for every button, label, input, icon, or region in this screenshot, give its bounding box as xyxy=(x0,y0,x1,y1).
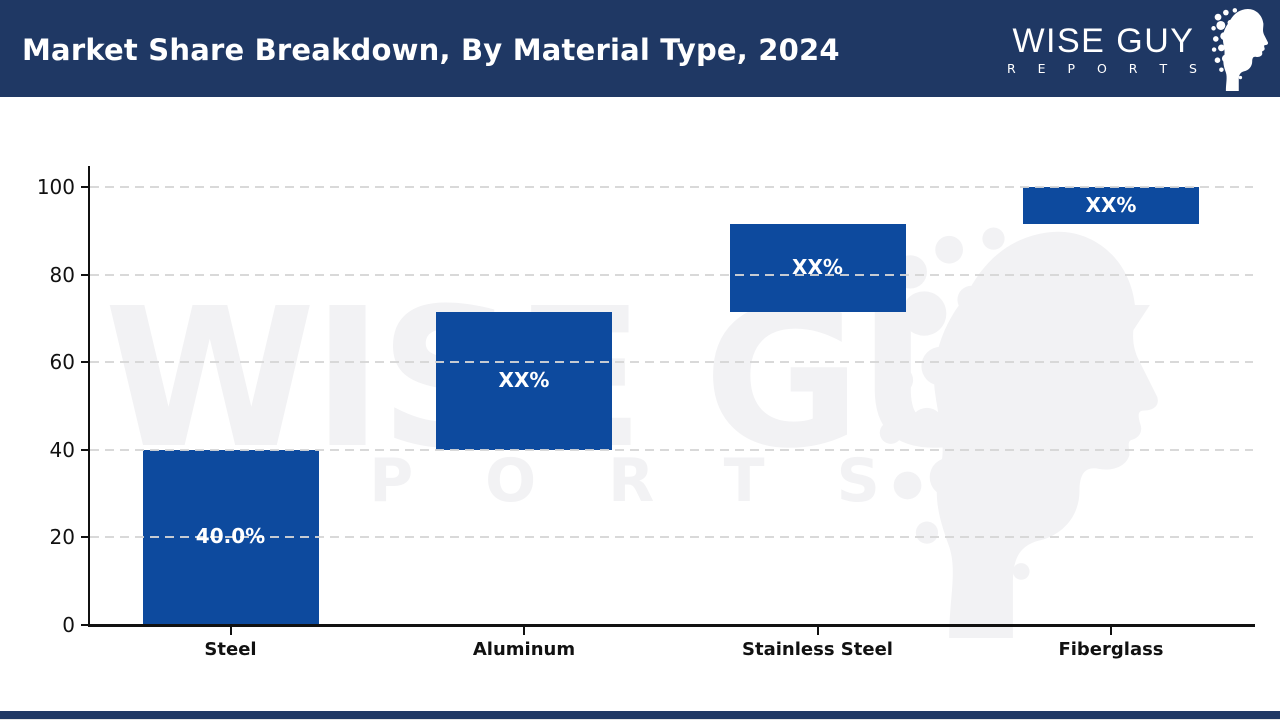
y-tick-label-20: 20 xyxy=(49,525,75,550)
x-axis-line xyxy=(88,624,1255,627)
brand-text: WISE GUY R E P O R T S xyxy=(1001,23,1206,76)
bar-fiberglass xyxy=(1023,187,1199,225)
x-axis-label-fiberglass: Fiberglass xyxy=(1058,639,1164,660)
gridline-100 xyxy=(90,186,1253,188)
y-tick-label-80: 80 xyxy=(49,262,75,287)
y-tick-100 xyxy=(81,186,89,188)
y-tick-20 xyxy=(81,536,89,539)
brand-subtitle: R E P O R T S xyxy=(1006,60,1206,76)
x-tick-fiberglass xyxy=(1110,627,1112,635)
x-tick-steel xyxy=(229,627,232,635)
x-tick-stainless-steel xyxy=(816,627,819,635)
x-axis-label-stainless-steel: Stainless Steel xyxy=(742,639,893,660)
gridline-20 xyxy=(90,536,1253,539)
bar-value-label-steel: 40.0% xyxy=(195,524,266,549)
x-axis-label-aluminum: Aluminum xyxy=(472,639,576,660)
y-tick-40 xyxy=(81,448,89,451)
footer-bar xyxy=(0,711,1280,719)
brand-logo: WISE GUY R E P O R T S xyxy=(1001,5,1272,93)
y-tick-0 xyxy=(81,624,89,626)
gridline-80 xyxy=(90,273,1253,276)
y-axis-line xyxy=(88,166,90,627)
x-tick-aluminum xyxy=(523,627,525,635)
header-bar: Market Share Breakdown, By Material Type… xyxy=(0,0,1280,97)
bar-stainless-steel xyxy=(729,224,906,312)
gridline-60 xyxy=(90,361,1253,364)
x-axis-label-steel: Steel xyxy=(204,639,257,660)
y-tick-label-40: 40 xyxy=(49,437,75,462)
bar-value-label-fiberglass: XX% xyxy=(1085,192,1137,217)
brand-face-icon xyxy=(1211,8,1269,91)
brand-name: WISE GUY xyxy=(1012,21,1195,60)
bar-value-label-aluminum: XX% xyxy=(498,367,550,392)
bar-aluminum xyxy=(436,311,612,450)
bar-value-label-stainless-steel: XX% xyxy=(792,255,843,280)
page-title: Market Share Breakdown, By Material Type… xyxy=(22,33,840,67)
y-tick-60 xyxy=(81,361,89,364)
y-tick-label-0: 0 xyxy=(62,613,75,637)
y-tick-label-100: 100 xyxy=(36,175,75,199)
gridline-40 xyxy=(90,448,1253,451)
y-tick-label-60: 60 xyxy=(49,350,75,375)
y-tick-80 xyxy=(81,273,89,276)
